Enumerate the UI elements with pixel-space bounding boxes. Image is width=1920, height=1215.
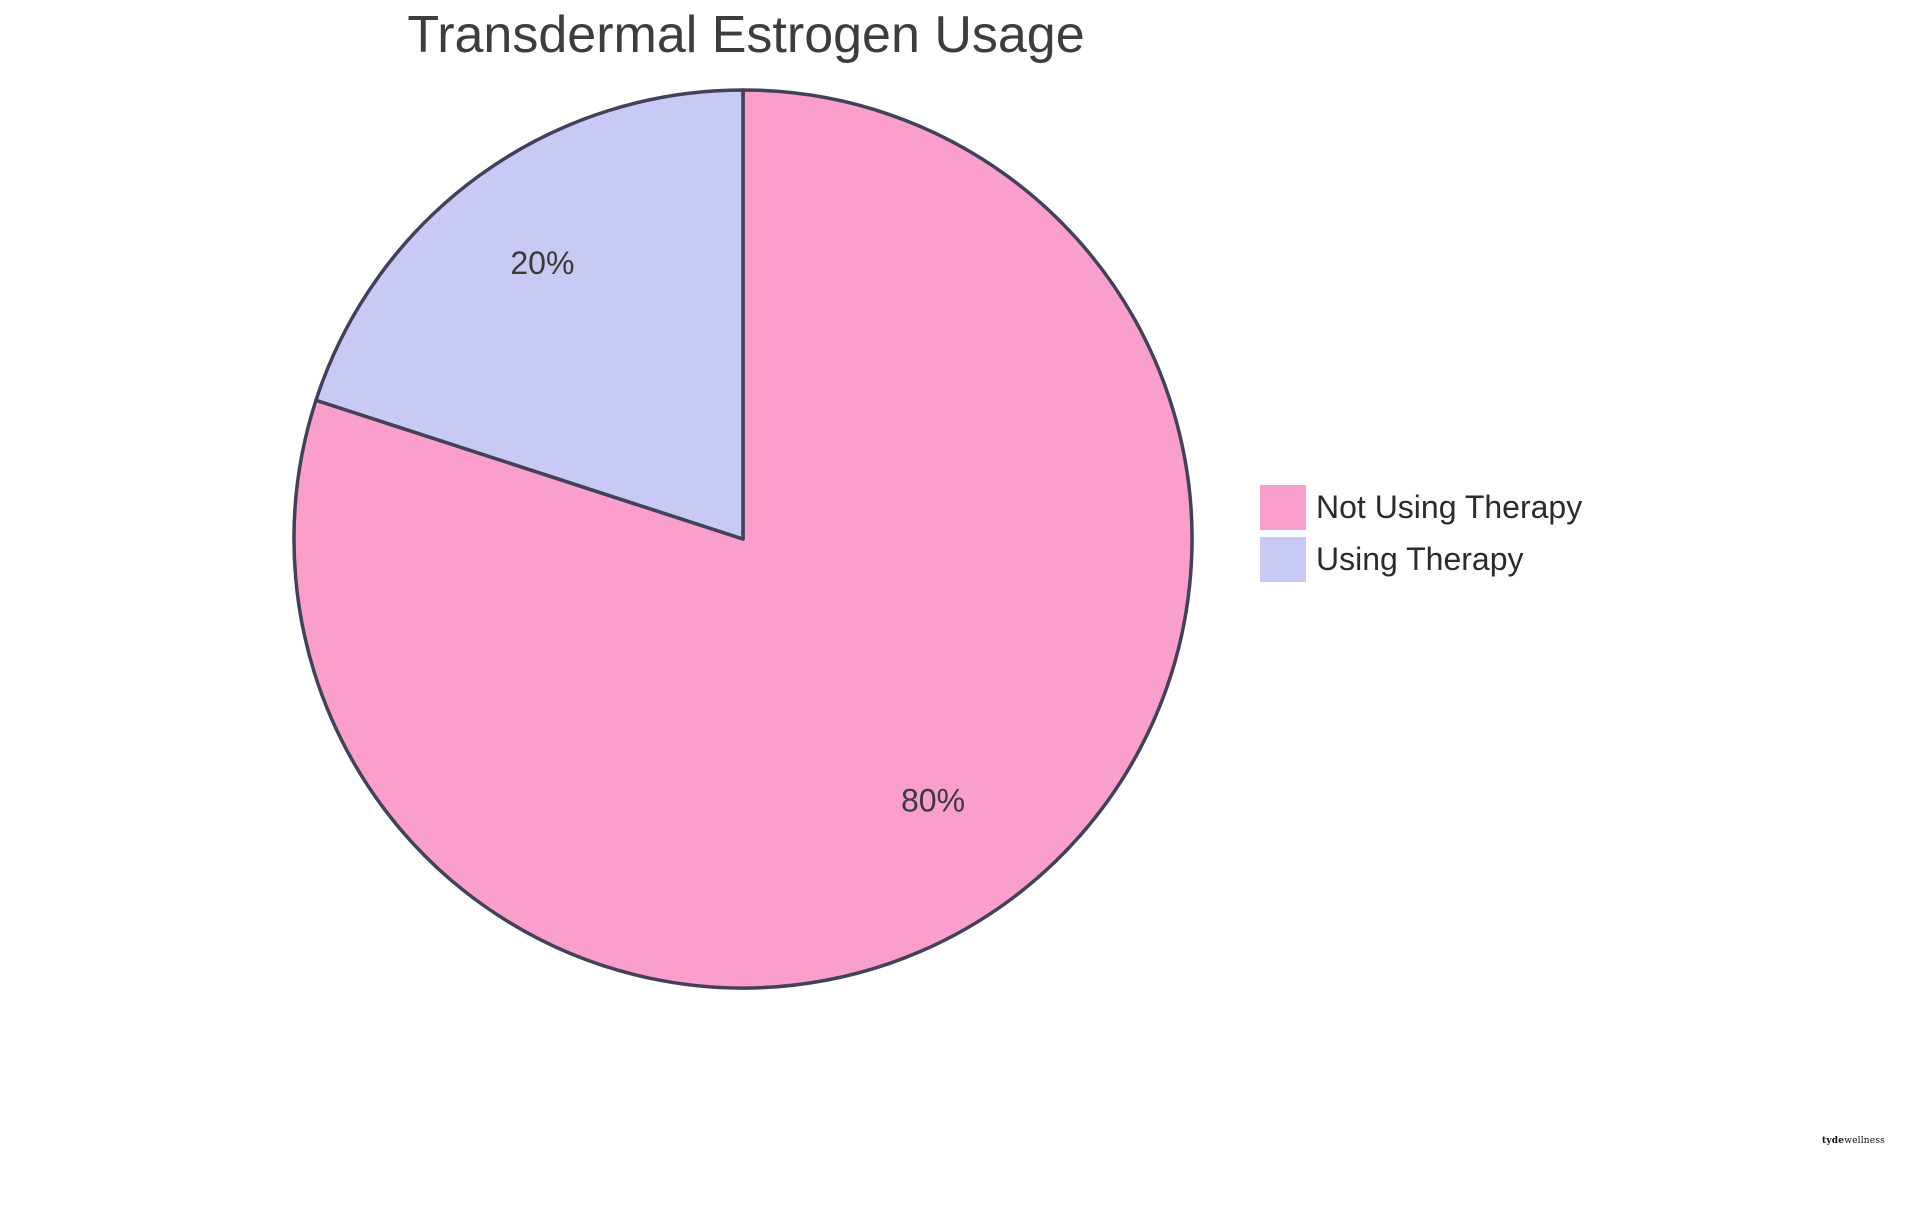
legend-item-not-using-therapy[interactable]: Not Using Therapy xyxy=(1260,485,1582,530)
legend: Not Using Therapy Using Therapy xyxy=(1260,485,1582,589)
chart-title: Transdermal Estrogen Usage xyxy=(407,6,1085,64)
legend-label-using-therapy: Using Therapy xyxy=(1316,541,1524,577)
legend-item-using-therapy[interactable]: Using Therapy xyxy=(1260,537,1582,582)
brand-watermark-rest: wellness xyxy=(1844,1136,1885,1146)
legend-swatch-using-therapy xyxy=(1260,537,1306,582)
slice-label-not-using-therapy: 80% xyxy=(901,783,965,819)
brand-watermark-bold: tyde xyxy=(1822,1136,1845,1146)
legend-label-not-using-therapy: Not Using Therapy xyxy=(1316,489,1583,525)
brand-watermark: tydewellness xyxy=(1822,1136,1885,1146)
pie-slice-using-therapy[interactable] xyxy=(314,88,745,541)
slice-label-using-therapy: 20% xyxy=(510,245,574,281)
legend-swatch-not-using-therapy xyxy=(1260,485,1306,530)
